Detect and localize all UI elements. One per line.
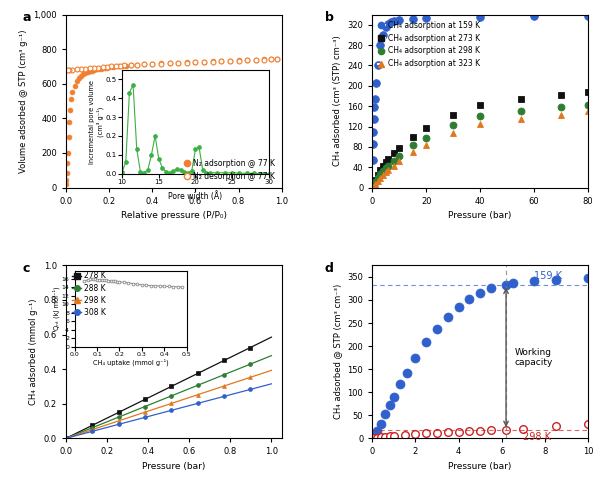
Text: 159 K: 159 K <box>534 271 562 281</box>
X-axis label: Pressure (bar): Pressure (bar) <box>142 462 206 471</box>
Text: c: c <box>23 262 30 275</box>
Y-axis label: Volume adsorbed @ STP (cm³ g⁻¹): Volume adsorbed @ STP (cm³ g⁻¹) <box>19 29 28 173</box>
Text: 298 K: 298 K <box>523 432 551 442</box>
Y-axis label: CH₄ adsorbed (mmol g⁻¹): CH₄ adsorbed (mmol g⁻¹) <box>29 299 38 405</box>
Y-axis label: CH₄ adsorbed @ STP (cm³ cm⁻³): CH₄ adsorbed @ STP (cm³ cm⁻³) <box>333 284 342 419</box>
X-axis label: Pressure (bar): Pressure (bar) <box>448 211 512 220</box>
Text: Working
capacity: Working capacity <box>515 348 553 367</box>
Text: a: a <box>23 11 31 24</box>
Legend: CH₄ adsorption at 159 K, CH₄ adsorption at 273 K, CH₄ adsorption at 298 K, CH₄ a: CH₄ adsorption at 159 K, CH₄ adsorption … <box>376 19 482 71</box>
Legend: 278 K, 288 K, 298 K, 308 K: 278 K, 288 K, 298 K, 308 K <box>70 269 109 319</box>
Y-axis label: CH₄ adsorbed (cm³ (STP) cm⁻³): CH₄ adsorbed (cm³ (STP) cm⁻³) <box>333 36 342 167</box>
X-axis label: Pressure (bar): Pressure (bar) <box>448 462 512 471</box>
X-axis label: Relative pressure (P/P₀): Relative pressure (P/P₀) <box>121 211 227 220</box>
Legend: N₂ adsorption @ 77 K, N₂ desorption @ 77 K: N₂ adsorption @ 77 K, N₂ desorption @ 77… <box>181 156 278 184</box>
Text: d: d <box>325 262 334 275</box>
Text: b: b <box>325 11 334 24</box>
